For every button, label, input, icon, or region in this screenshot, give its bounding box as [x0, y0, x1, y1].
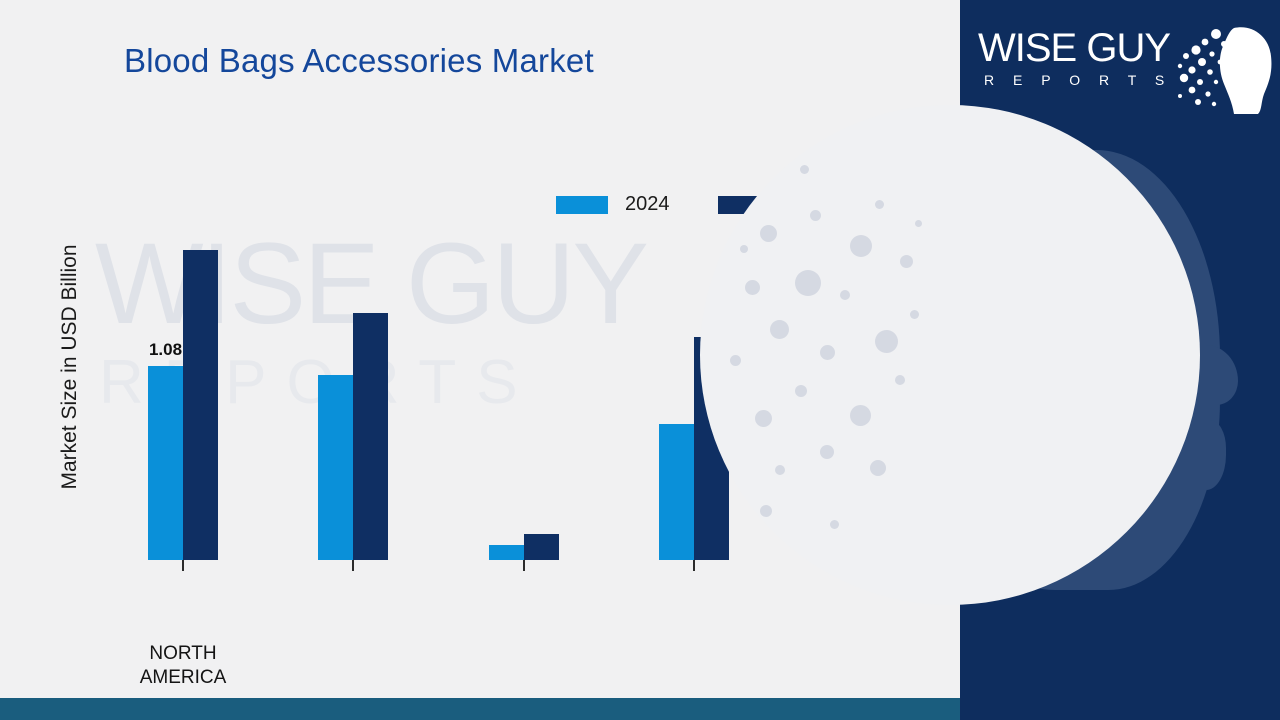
decorative-circle	[700, 105, 1200, 605]
legend-item-2024[interactable]: 2024	[556, 193, 670, 216]
axis-tick	[523, 560, 525, 571]
bar-2024[interactable]	[489, 545, 524, 560]
axis-tick	[352, 560, 354, 571]
page-title: Blood Bags Accessories Market	[124, 42, 594, 79]
bar-2032[interactable]	[353, 313, 388, 560]
bar-2032[interactable]	[183, 250, 218, 560]
bar-group: SOUTH AMERICA	[489, 534, 559, 571]
molecule-dots-icon	[700, 105, 1200, 605]
bar-2024[interactable]	[659, 424, 694, 560]
face-profile-icon	[1177, 27, 1272, 114]
bar-2024[interactable]: 1.08	[148, 340, 183, 560]
bar-2024[interactable]	[318, 375, 353, 560]
bar-group: 1.08 NORTH AMERICA	[140, 250, 226, 688]
logo-wordmark: WISE GUY	[978, 26, 1171, 70]
bar-value-label: 1.08	[148, 340, 183, 359]
category-label: NORTH AMERICA	[139, 643, 227, 688]
legend-swatch-2024	[556, 195, 608, 214]
bottom-accent-strip	[0, 698, 960, 720]
bar-group: EUROPE	[313, 313, 393, 720]
legend-label-2024: 2024	[625, 193, 670, 215]
logo-subtitle: R E P O R T S	[984, 72, 1172, 88]
y-axis-label: Market Size in USD Billion	[58, 244, 81, 490]
brand-logo[interactable]: WISE GUY R E P O R T S	[978, 26, 1272, 118]
axis-tick	[182, 560, 184, 571]
bar-2032[interactable]	[524, 534, 559, 560]
axis-tick	[693, 560, 695, 571]
